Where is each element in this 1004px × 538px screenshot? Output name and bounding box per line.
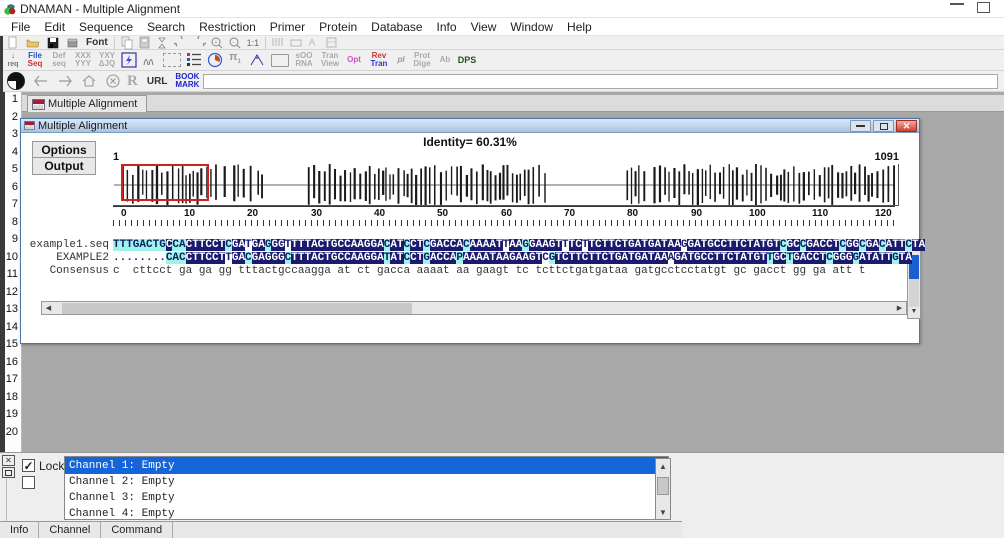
svg-text:+: + (214, 40, 217, 46)
svg-text:-: - (232, 40, 234, 46)
